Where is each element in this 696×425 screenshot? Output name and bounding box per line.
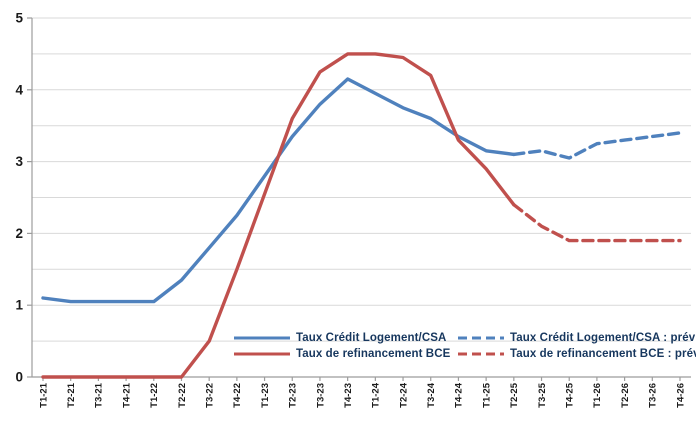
x-tick-label: T4-24 [454, 382, 465, 408]
x-tick-label: T2-24 [398, 382, 409, 408]
y-tick-label: 2 [15, 226, 23, 241]
x-tick-label: T1-24 [371, 382, 382, 408]
x-tick-label: T2-25 [509, 382, 520, 408]
y-tick-label: 3 [15, 154, 23, 169]
x-tick-label: T1-25 [481, 382, 492, 408]
series-line-2 [512, 131, 682, 160]
x-tick-label: T3-22 [204, 383, 215, 408]
x-tick-label: T2-21 [66, 382, 77, 408]
x-tick-label: T1-21 [38, 382, 49, 408]
x-tick-label: T3-23 [315, 383, 326, 408]
series-line-1 [41, 52, 516, 379]
x-tick-label: T1-26 [592, 383, 603, 408]
x-tick-label: T4-22 [232, 383, 243, 408]
x-tick-label: T3-26 [648, 383, 659, 408]
y-tick-label: 0 [15, 370, 23, 385]
x-tick-label: T3-21 [94, 382, 105, 408]
series-line-0 [41, 77, 516, 304]
y-tick-label: 4 [15, 82, 23, 97]
x-tick-label: T2-23 [288, 383, 299, 408]
x-tick-label: T3-25 [537, 382, 548, 408]
series-line-3 [512, 203, 682, 243]
x-tick-label: T4-26 [675, 383, 686, 408]
x-tick-label: T2-22 [177, 383, 188, 408]
x-tick-label: T2-26 [620, 383, 631, 408]
y-tick-label: 5 [15, 11, 23, 26]
x-tick-label: T1-22 [149, 383, 160, 408]
x-tick-label: T1-23 [260, 383, 271, 408]
x-tick-label: T3-24 [426, 382, 437, 408]
x-tick-label: T4-23 [343, 383, 354, 408]
y-tick-label: 1 [15, 298, 23, 313]
x-tick-label: T4-21 [121, 382, 132, 408]
x-tick-label: T4-25 [565, 382, 576, 408]
